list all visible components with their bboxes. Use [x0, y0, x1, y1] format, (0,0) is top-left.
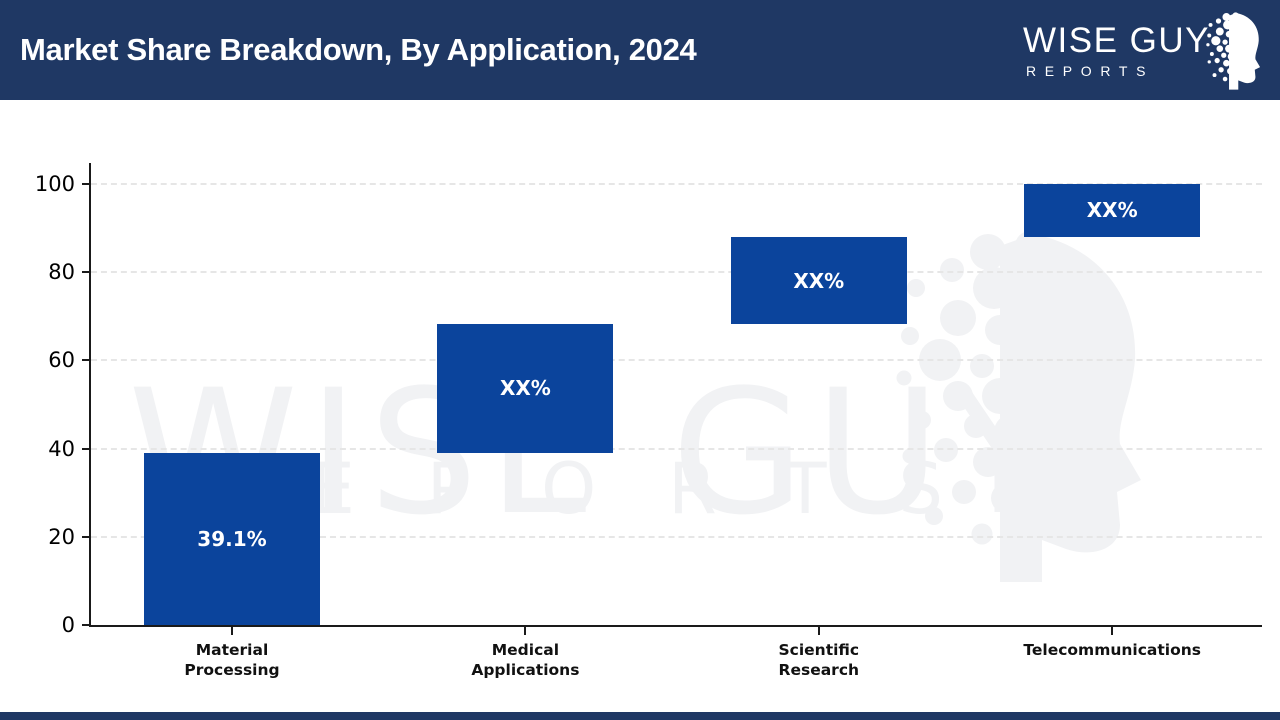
x-axis-label-line: Applications	[471, 661, 580, 679]
plot-area: 0 20 40 60 80 100 39.1% XX% XX% XX% Material Proces…	[35, 163, 1262, 679]
y-axis-label-40: 40	[48, 436, 75, 461]
y-axis-tick-40	[82, 447, 90, 450]
bar-value-label-telecommunications: XX%	[1086, 198, 1138, 223]
x-axis-label-line: Research	[778, 661, 860, 679]
y-axis-label-60: 60	[48, 348, 75, 373]
brand-subname: REPORTS	[1025, 62, 1155, 79]
x-axis-label-material-processing: Material Processing	[102, 640, 362, 680]
gridline-100	[91, 183, 1262, 185]
x-axis-label-line: Scientific	[778, 641, 860, 659]
bar-value-label-medical-applications: XX%	[499, 376, 551, 401]
bar-scientific-research: XX%	[730, 236, 907, 325]
x-axis-label-medical-applications: Medical Applications	[395, 640, 655, 680]
x-axis-tick-material-processing	[231, 627, 233, 635]
y-axis-label-20: 20	[48, 524, 75, 549]
x-axis-label-line: Telecommunications	[1023, 641, 1202, 659]
x-axis-label-scientific-research: Scientific Research	[689, 640, 949, 680]
footer-strip	[0, 712, 1280, 720]
x-axis-label-line: Material	[195, 641, 269, 659]
gridline-20	[91, 535, 1262, 538]
x-axis-tick-scientific-research	[817, 627, 820, 635]
gridline-40	[91, 447, 1262, 450]
bar-value-label-scientific-research: XX%	[793, 268, 845, 293]
bar-material-processing: 39.1%	[144, 452, 320, 625]
x-axis-tick-medical-applications	[524, 627, 527, 635]
y-axis-tick-20	[82, 535, 90, 538]
brand-logo: WISE GUY REPORTS	[1023, 6, 1266, 94]
x-axis-tick-telecommunications	[1111, 627, 1114, 635]
brand-name: WISE GUY	[1022, 20, 1210, 60]
chart-canvas: WISE GUY REPORTS 0 20 40 60 80 100 39.1% XX% XX%…	[0, 100, 1280, 712]
y-axis-tick-100	[82, 183, 90, 185]
y-axis-label-80: 80	[48, 260, 75, 285]
x-axis-label-line: Medical	[491, 641, 560, 659]
y-axis-label-0: 0	[61, 613, 75, 637]
header-banner: Market Share Breakdown, By Application, …	[0, 0, 1280, 100]
brand-logo-text: WISE GUY REPORTS	[1022, 20, 1210, 79]
bar-value-label-material-processing: 39.1%	[197, 526, 267, 551]
gridline-60	[91, 359, 1262, 362]
y-axis-label-100: 100	[34, 172, 75, 196]
bar-medical-applications: XX%	[437, 324, 614, 453]
y-axis-tick-0	[82, 624, 90, 626]
page-title: Market Share Breakdown, By Application, …	[20, 32, 697, 67]
y-axis-tick-60	[82, 359, 90, 362]
gridline-80	[91, 271, 1262, 274]
x-axis-label-telecommunications: Telecommunications	[982, 640, 1242, 660]
bar-telecommunications: XX%	[1024, 184, 1201, 237]
x-axis-label-line: Processing	[184, 661, 280, 679]
y-axis-tick-80	[82, 271, 90, 274]
brand-face-icon	[1206, 12, 1261, 90]
